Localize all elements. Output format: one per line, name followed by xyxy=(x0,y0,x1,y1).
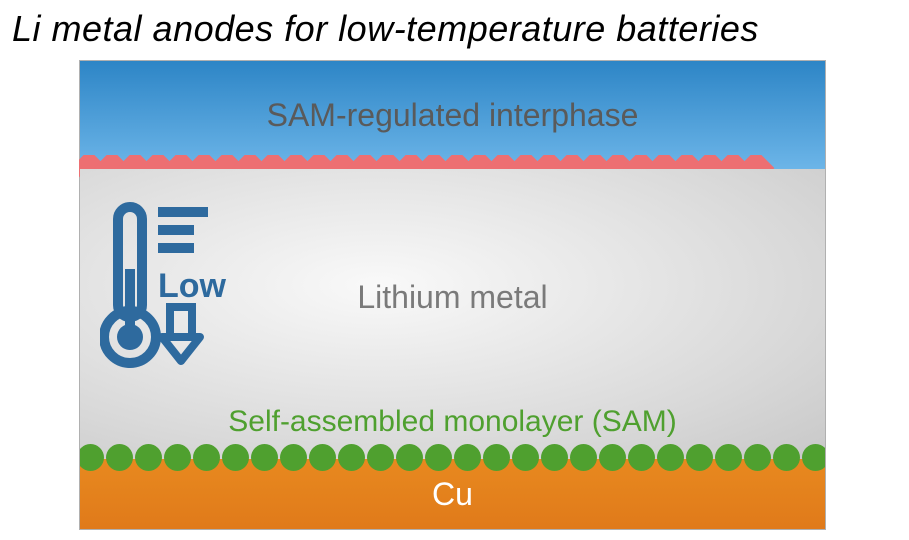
sam-molecule-dot xyxy=(106,444,133,471)
sam-molecule-dot xyxy=(251,444,278,471)
sam-molecule-dot xyxy=(222,444,249,471)
sam-molecule-dot xyxy=(396,444,423,471)
sam-molecule-dot xyxy=(570,444,597,471)
sam-molecule-dot xyxy=(686,444,713,471)
sam-molecule-dot xyxy=(483,444,510,471)
copper-label: Cu xyxy=(432,476,473,513)
sam-molecule-dot xyxy=(164,444,191,471)
sam-molecule-dot xyxy=(280,444,307,471)
sam-molecule-dot xyxy=(80,444,104,471)
sam-molecule-dot xyxy=(309,444,336,471)
sam-molecule-dot xyxy=(802,444,826,471)
sam-label: Self-assembled monolayer (SAM) xyxy=(80,405,825,439)
interphase-layer: SAM-regulated interphase xyxy=(80,61,825,169)
sam-molecule-dot xyxy=(773,444,800,471)
sam-molecule-dot xyxy=(454,444,481,471)
sam-molecule-dot xyxy=(744,444,771,471)
sam-molecule-dot xyxy=(628,444,655,471)
sam-molecule-dot xyxy=(425,444,452,471)
sam-molecules-row xyxy=(80,444,825,471)
sam-molecule-dot xyxy=(135,444,162,471)
svg-text:Low: Low xyxy=(158,267,227,305)
page-title: Li metal anodes for low-temperature batt… xyxy=(0,0,909,54)
sam-molecule-dot xyxy=(367,444,394,471)
sam-molecule-dot xyxy=(338,444,365,471)
sam-molecule-dot xyxy=(512,444,539,471)
sam-molecule-dot xyxy=(599,444,626,471)
sam-molecule-dot xyxy=(193,444,220,471)
sam-molecule-dot xyxy=(657,444,684,471)
low-temperature-icon: Low xyxy=(100,199,230,374)
sam-molecule-dot xyxy=(541,444,568,471)
battery-diagram: SAM-regulated interphase Low xyxy=(79,60,826,530)
sam-molecule-dot xyxy=(715,444,742,471)
interphase-label: SAM-regulated interphase xyxy=(267,97,639,134)
lithium-layer: Low Lithium metal Self-assembled monolay… xyxy=(80,169,825,459)
lithium-label: Lithium metal xyxy=(357,279,547,316)
